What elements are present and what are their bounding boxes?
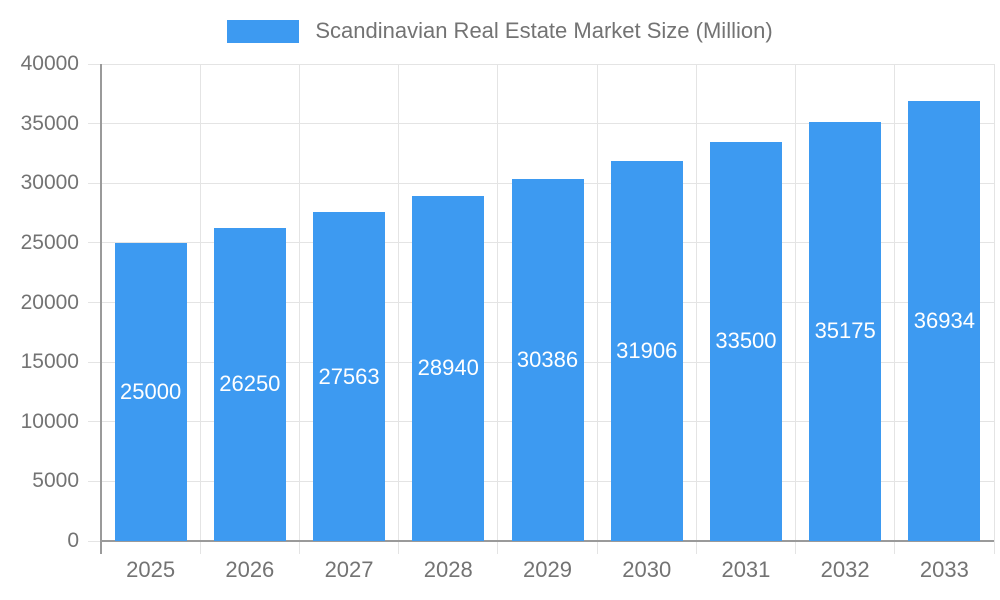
x-axis-tick	[894, 541, 896, 554]
x-axis-tick-label: 2030	[622, 557, 672, 582]
y-axis-tick	[88, 63, 101, 65]
v-gridline	[993, 64, 995, 541]
bar-value-label: 31906	[616, 337, 678, 363]
bar-value-label: 36934	[913, 307, 975, 333]
y-axis-tick	[88, 540, 101, 542]
bar-value-label: 25000	[120, 378, 182, 404]
v-gridline	[695, 64, 697, 541]
y-axis-tick-label: 15000	[20, 350, 79, 374]
bar-value-label: 30386	[516, 346, 579, 372]
bar-2032	[809, 121, 882, 541]
bar-2027	[313, 212, 386, 541]
y-axis-tick-label: 0	[67, 529, 79, 552]
x-axis-tick	[993, 541, 995, 554]
v-gridline	[199, 64, 201, 541]
y-axis-tick-label: 20000	[20, 290, 79, 314]
bar-2031	[709, 141, 782, 541]
x-axis-tick	[398, 541, 400, 554]
x-axis-tick	[497, 541, 499, 554]
bar-2026	[213, 227, 286, 541]
y-axis-line	[100, 64, 102, 554]
legend-label[interactable]: Scandinavian Real Estate Market Size (Mi…	[315, 18, 773, 43]
y-axis-tick	[88, 421, 101, 423]
x-axis-tick-label: 2027	[324, 557, 374, 582]
x-axis-tick-label: 2025	[126, 557, 176, 582]
y-axis-tick	[88, 302, 101, 303]
bar-2030	[610, 160, 683, 541]
v-gridline	[298, 64, 300, 541]
bar-value-label: 35175	[814, 318, 876, 344]
y-axis-tick-label: 25000	[20, 230, 79, 254]
bar-2025	[114, 242, 187, 541]
chart-legend: Scandinavian Real Estate Market Size (Mi…	[0, 18, 1000, 44]
x-axis-tick-label: 2033	[919, 557, 969, 582]
x-axis-tick	[795, 541, 797, 554]
v-gridline	[497, 64, 499, 541]
y-axis-tick	[88, 242, 101, 244]
x-axis-tick-label: 2032	[820, 557, 870, 582]
bar-2029	[511, 178, 584, 541]
y-axis-tick	[88, 123, 101, 125]
h-gridline	[101, 123, 994, 125]
x-axis-tick-label: 2029	[523, 557, 572, 582]
v-gridline	[596, 64, 598, 541]
x-axis-tick-label: 2026	[225, 557, 275, 582]
y-axis-tick-label: 35000	[20, 111, 79, 135]
y-axis-tick-label: 30000	[20, 171, 79, 195]
y-axis-tick	[88, 361, 101, 363]
bar-2028	[412, 195, 485, 541]
bar-value-label: 27563	[318, 363, 380, 389]
v-gridline	[795, 64, 797, 541]
y-axis-tick	[88, 480, 101, 482]
h-gridline	[101, 63, 994, 65]
v-gridline	[398, 64, 400, 541]
bar-value-label: 26250	[219, 371, 281, 397]
bar-value-label: 33500	[715, 328, 777, 354]
x-axis-line	[101, 540, 994, 542]
y-axis-tick	[88, 182, 101, 184]
v-gridline	[894, 64, 896, 541]
x-axis-tick	[695, 541, 697, 554]
x-axis-tick-label: 2031	[721, 557, 771, 582]
y-axis-tick-label: 10000	[20, 409, 79, 433]
y-axis-tick-label: 5000	[32, 469, 79, 493]
bar-value-label: 28940	[417, 355, 479, 381]
x-axis-tick	[199, 541, 201, 554]
x-axis-tick	[298, 541, 300, 554]
bar-2033	[908, 100, 981, 541]
x-axis-tick	[596, 541, 598, 554]
y-axis-tick-label: 40000	[20, 52, 79, 75]
x-axis-tick-label: 2028	[423, 557, 473, 582]
legend-swatch-icon[interactable]	[227, 19, 300, 43]
